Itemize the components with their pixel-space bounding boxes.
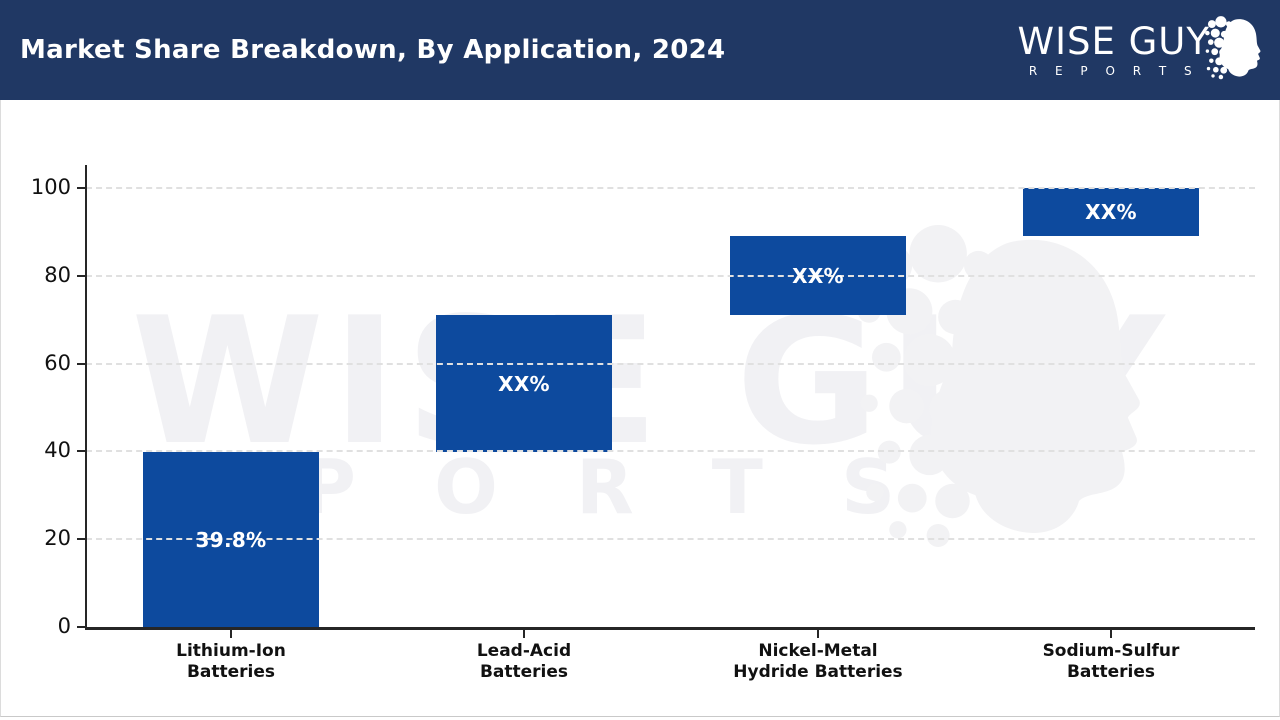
category-label-line: Hydride Batteries (733, 662, 903, 682)
category-label-line: Nickel-Metal (758, 641, 878, 661)
watermark-subtext: P O R T S (301, 443, 922, 531)
x-tick-mark (817, 630, 819, 638)
category-label-line: Batteries (186, 662, 276, 682)
gridline-40 (86, 450, 1255, 453)
y-tick-label: 80 (44, 262, 71, 287)
category-label-line: Sodium-Sulfur (1042, 641, 1180, 661)
y-tick-mark (77, 450, 85, 453)
logo-subtext: R E P O R T S (1028, 63, 1199, 78)
gridline-80 (86, 274, 1255, 277)
bar-value-label: XX% (792, 263, 844, 288)
x-tick-mark (523, 630, 525, 638)
chart-area: WISE GUY P O R T S 39.8% XX% XX% XX% 0 20 40 60… (0, 100, 1280, 717)
gridline-20 (86, 538, 1255, 541)
y-axis-line (85, 165, 87, 630)
header-bar: Market Share Breakdown, By Application, … (0, 0, 1280, 100)
bar-lead-acid-batteries (436, 315, 612, 453)
bar-value-label: XX% (498, 371, 550, 396)
y-tick-mark (77, 187, 85, 189)
y-tick-label: 20 (44, 526, 71, 551)
y-tick-mark (77, 274, 85, 277)
y-tick-mark (77, 538, 85, 541)
bar-sodium-sulfur-batteries (1023, 188, 1199, 237)
category-label-line: Lithium-Ion (176, 641, 286, 661)
y-tick-label: 60 (44, 350, 71, 375)
logo-head-icon (1205, 16, 1261, 80)
x-axis-line (85, 627, 1255, 630)
y-tick-label: 100 (30, 175, 71, 199)
category-label-line: Batteries (479, 662, 569, 682)
page-title: Market Share Breakdown, By Application, … (20, 35, 726, 65)
category-label-lithium-ion-batteries: Lithium-Ion Batteries (91, 641, 371, 683)
x-tick-mark (230, 630, 232, 638)
wiseguy-logo: WISE GUY R E P O R T S (1018, 15, 1266, 85)
gridline-60 (86, 362, 1255, 365)
y-tick-label: 0 (57, 614, 71, 638)
category-label-nickel-metal-hydride-batteries: Nickel-Metal Hydride Batteries (678, 641, 958, 683)
bar-value-label: XX% (1085, 200, 1137, 225)
category-label-lead-acid-batteries: Lead-Acid Batteries (384, 641, 664, 683)
bar-value-label: 39.8% (195, 527, 267, 552)
category-label-line: Lead-Acid (476, 641, 572, 661)
category-label-sodium-sulfur-batteries: Sodium-Sulfur Batteries (971, 641, 1251, 683)
category-label-line: Batteries (1066, 662, 1156, 682)
x-tick-mark (1110, 630, 1112, 638)
y-tick-mark (77, 362, 85, 365)
y-tick-mark (77, 626, 85, 628)
gridline-100 (86, 187, 1255, 189)
logo-wordmark: WISE GUY (1017, 19, 1210, 63)
y-tick-label: 40 (44, 438, 71, 463)
